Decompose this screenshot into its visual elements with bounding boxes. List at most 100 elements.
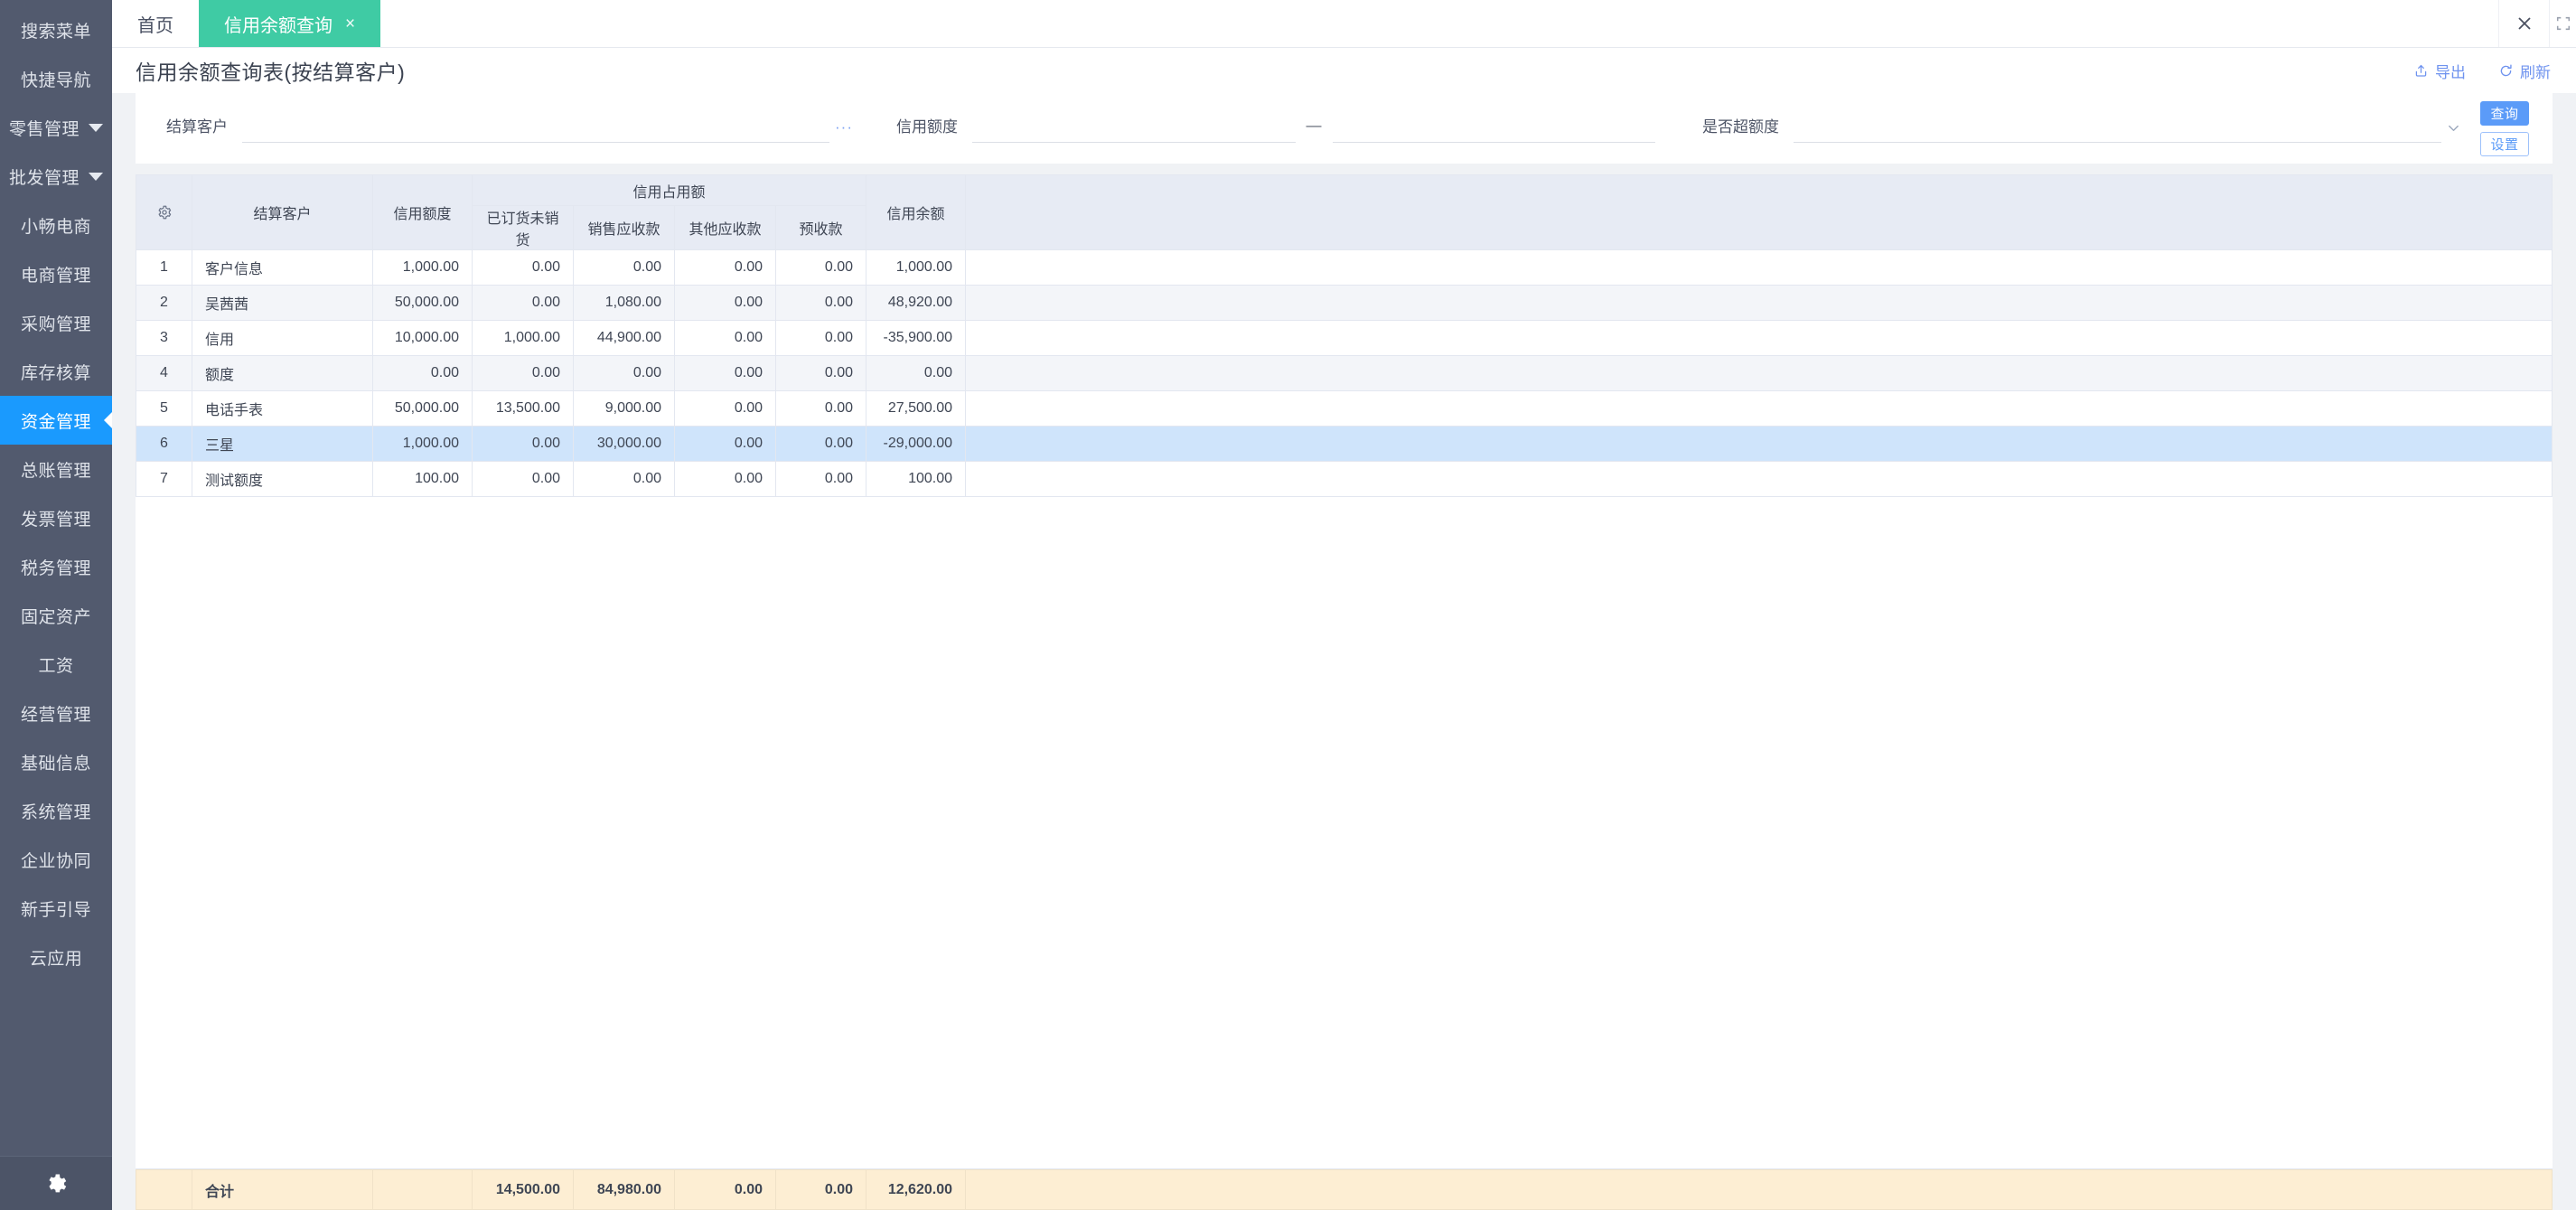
row-index: 6 [136,426,192,462]
chevron-down-icon [2449,125,2459,132]
row-index: 5 [136,390,192,427]
tab-label: 信用余额查询 [224,15,333,36]
sidebar-item-label: 系统管理 [20,802,91,822]
total-row-ordered-unsold: 14,500.00 [472,1169,574,1210]
query-button[interactable]: 查询 [2480,100,2529,126]
table-row[interactable]: 1 客户信息 1,000.00 0.00 0.00 0.00 0.00 1,000.00 [136,249,2553,286]
table-scroll-region[interactable]: 结算客户 信用额度 信用占用额 信用余额 已订货未销货 销售应收款 其他应收款 … [136,174,2553,1168]
filter-credit-limit-label: 信用额度 [896,118,958,136]
sidebar-item-8[interactable]: 资金管理 [0,396,112,445]
row-credit-limit: 10,000.00 [372,320,473,356]
tab-1[interactable]: 信用余额查询 × [199,0,381,47]
sidebar-item-19[interactable]: 云应用 [0,933,112,981]
row-balance: 48,920.00 [866,285,967,321]
credit-balance-table: 结算客户 信用额度 信用占用额 信用余额 已订货未销货 销售应收款 其他应收款 … [136,174,2553,497]
column-settings-button[interactable] [136,174,192,250]
row-customer: 额度 [192,355,373,391]
sidebar-item-1[interactable]: 快捷导航 [0,54,112,103]
sidebar-settings-button[interactable] [0,1156,112,1210]
table-row[interactable]: 3 信用 10,000.00 1,000.00 44,900.00 0.00 0.00 -35… [136,320,2553,356]
export-icon [2415,64,2427,77]
filter-credit-limit: 信用额度 — [896,114,1655,143]
sidebar-item-label: 发票管理 [20,510,91,530]
row-other-receivable: 0.00 [674,249,776,286]
refresh-button[interactable]: 刷新 [2498,60,2551,82]
row-index: 7 [136,461,192,497]
sidebar-item-10[interactable]: 发票管理 [0,493,112,542]
sidebar-item-15[interactable]: 基础信息 [0,737,112,786]
sidebar-item-17[interactable]: 企业协同 [0,835,112,884]
sidebar-item-label: 税务管理 [20,558,91,578]
table-row[interactable]: 2 吴茜茜 50,000.00 0.00 1,080.00 0.00 0.00 48,920.… [136,285,2553,321]
sidebar-item-label: 基础信息 [20,754,91,774]
sidebar-item-5[interactable]: 电商管理 [0,249,112,298]
total-row-other-receivable: 0.00 [674,1169,776,1210]
table-row[interactable]: 4 额度 0.00 0.00 0.00 0.00 0.00 0.00 [136,355,2553,391]
sidebar-item-0[interactable]: 搜索菜单 [0,5,112,54]
window-close-button[interactable] [2498,0,2549,47]
sidebar-item-9[interactable]: 总账管理 [0,445,112,493]
row-ordered-unsold: 13,500.00 [472,390,574,427]
row-credit-limit: 50,000.00 [372,285,473,321]
table-row[interactable]: 5 电话手表 50,000.00 13,500.00 9,000.00 0.00 0.00 2… [136,390,2553,427]
tab-close-icon[interactable]: × [345,14,356,33]
sidebar-item-4[interactable]: 小畅电商 [0,201,112,249]
sidebar-item-13[interactable]: 工资 [0,640,112,689]
table-row[interactable]: 6 三星 1,000.00 0.00 30,000.00 0.00 0.00 -29,000.… [136,426,2553,462]
chevron-down-icon [89,123,103,132]
export-button[interactable]: 导出 [2413,60,2466,82]
column-header-credit-balance[interactable]: 信用余额 [866,174,967,250]
sidebar-item-2[interactable]: 零售管理 [0,103,112,152]
sidebar-item-3[interactable]: 批发管理 [0,152,112,201]
total-row-balance: 12,620.00 [866,1169,966,1210]
total-row: 合计 14,500.00 84,980.00 0.00 0.00 12,620.… [136,1169,2553,1210]
table-card: 结算客户 信用额度 信用占用额 信用余额 已订货未销货 销售应收款 其他应收款 … [136,174,2553,1210]
tab-0[interactable]: 首页 [112,0,199,47]
column-header-credit-limit[interactable]: 信用额度 [372,174,473,250]
total-row-sales-receivable: 84,980.00 [573,1169,675,1210]
settings-button[interactable]: 设置 [2480,131,2529,156]
sidebar-item-7[interactable]: 库存核算 [0,347,112,396]
total-row-table: 合计 14,500.00 84,980.00 0.00 0.00 12,620.… [136,1169,2553,1210]
filter-over-limit-select[interactable] [1794,114,2441,143]
row-balance: -29,000.00 [866,426,967,462]
column-header-sales-receivable[interactable]: 销售应收款 [573,205,675,250]
sidebar-item-11[interactable]: 税务管理 [0,542,112,591]
column-header-other-receivable[interactable]: 其他应收款 [674,205,776,250]
filter-credit-limit-separator: — [1306,117,1322,134]
sidebar-item-14[interactable]: 经营管理 [0,689,112,737]
column-header-customer[interactable]: 结算客户 [192,174,373,250]
table-head-row-1: 结算客户 信用额度 信用占用额 信用余额 [136,174,2553,250]
row-advance: 0.00 [774,426,867,462]
row-sales-receivable: 30,000.00 [573,426,675,462]
window-expand-button[interactable] [2549,0,2576,47]
table-head-row-2: 已订货未销货 销售应收款 其他应收款 预收款 [136,205,2553,250]
row-index: 2 [136,285,192,321]
filter-credit-limit-from-input[interactable] [972,114,1296,143]
filter-customer-input[interactable] [242,114,830,143]
sidebar-item-18[interactable]: 新手引导 [0,884,112,933]
column-header-ordered-unsold[interactable]: 已订货未销货 [472,205,574,250]
row-other-receivable: 0.00 [674,285,776,321]
row-other-receivable: 0.00 [674,320,776,356]
table-row[interactable]: 7 测试额度 100.00 0.00 0.00 0.00 0.00 100.00 [136,461,2553,497]
filter-over-limit-caret[interactable] [2441,121,2464,143]
sidebar-item-label: 零售管理 [8,119,80,139]
row-customer: 测试额度 [192,461,373,497]
sidebar-item-label: 快捷导航 [20,70,91,90]
total-row-credit-limit [372,1169,473,1210]
total-row-filler [965,1169,2553,1210]
row-balance: 100.00 [866,461,967,497]
filter-credit-limit-to-input[interactable] [1332,114,1655,143]
filter-customer-picker-button[interactable]: ··· [835,118,853,136]
gear-icon [158,205,171,220]
sidebar-item-label: 云应用 [29,949,83,969]
sidebar-item-16[interactable]: 系统管理 [0,786,112,835]
sidebar-item-6[interactable]: 采购管理 [0,298,112,347]
sidebar-item-12[interactable]: 固定资产 [0,591,112,640]
row-sales-receivable: 44,900.00 [573,320,675,356]
column-header-advance[interactable]: 预收款 [774,205,867,250]
table-head: 结算客户 信用额度 信用占用额 信用余额 已订货未销货 销售应收款 其他应收款 … [136,174,2553,250]
main-area: 首页 信用余额查询 × 信用余额查询表(按结算客户) [112,0,2576,1210]
row-index: 3 [136,320,192,356]
